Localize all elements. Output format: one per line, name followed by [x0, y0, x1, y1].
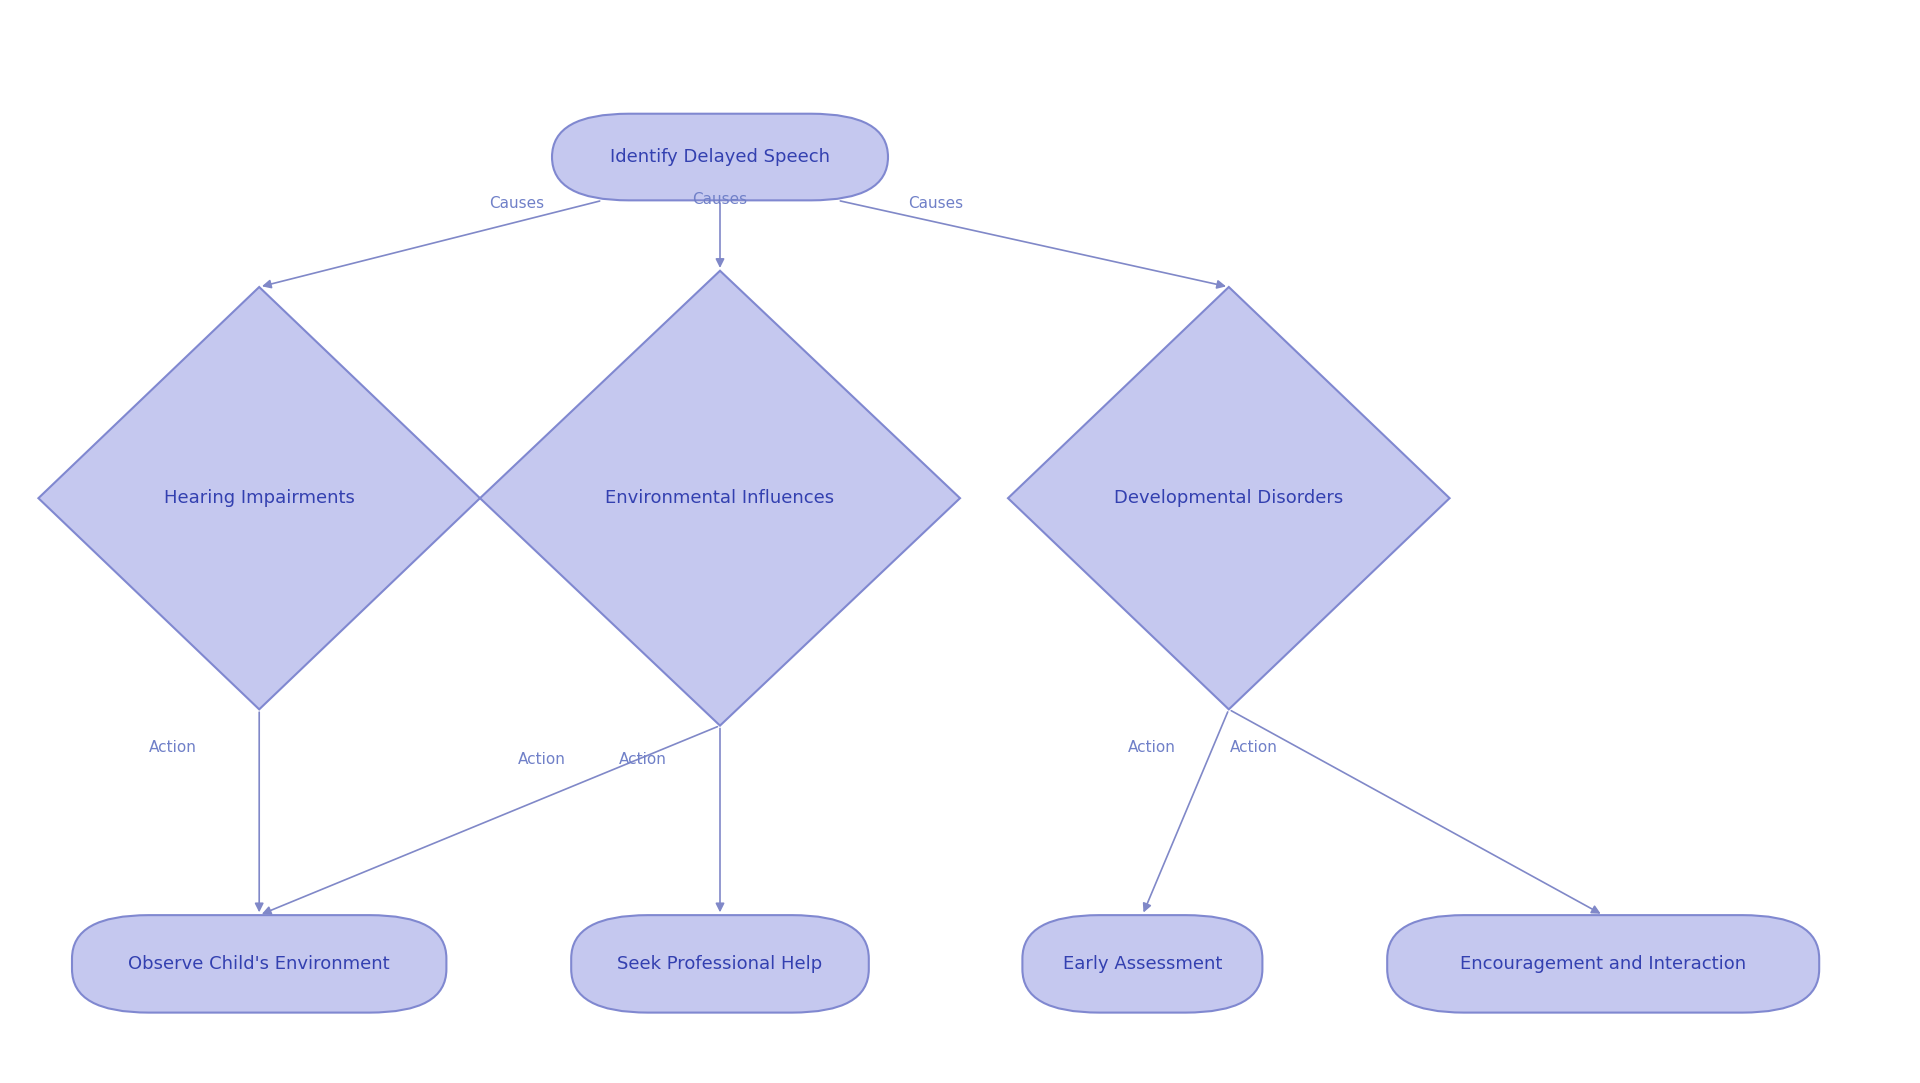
- Polygon shape: [38, 287, 480, 709]
- FancyBboxPatch shape: [1386, 915, 1818, 1013]
- Text: Observe Child's Environment: Observe Child's Environment: [129, 955, 390, 973]
- Polygon shape: [1008, 287, 1450, 709]
- Text: Early Assessment: Early Assessment: [1062, 955, 1223, 973]
- Text: Action: Action: [518, 753, 566, 767]
- Text: Identify Delayed Speech: Identify Delayed Speech: [611, 148, 829, 166]
- Text: Action: Action: [1129, 740, 1177, 755]
- Text: Encouragement and Interaction: Encouragement and Interaction: [1459, 955, 1747, 973]
- Text: Seek Professional Help: Seek Professional Help: [618, 955, 822, 973]
- FancyBboxPatch shape: [73, 915, 445, 1013]
- FancyBboxPatch shape: [572, 915, 868, 1013]
- FancyBboxPatch shape: [553, 114, 887, 200]
- Text: Causes: Causes: [693, 192, 747, 207]
- Text: Hearing Impairments: Hearing Impairments: [163, 490, 355, 507]
- Polygon shape: [480, 271, 960, 726]
- FancyBboxPatch shape: [1021, 915, 1263, 1013]
- Text: Developmental Disorders: Developmental Disorders: [1114, 490, 1344, 507]
- Text: Environmental Influences: Environmental Influences: [605, 490, 835, 507]
- Text: Causes: Causes: [908, 196, 964, 211]
- Text: Action: Action: [1229, 740, 1277, 755]
- Text: Action: Action: [150, 740, 196, 755]
- Text: Action: Action: [620, 753, 666, 767]
- Text: Causes: Causes: [490, 196, 543, 211]
